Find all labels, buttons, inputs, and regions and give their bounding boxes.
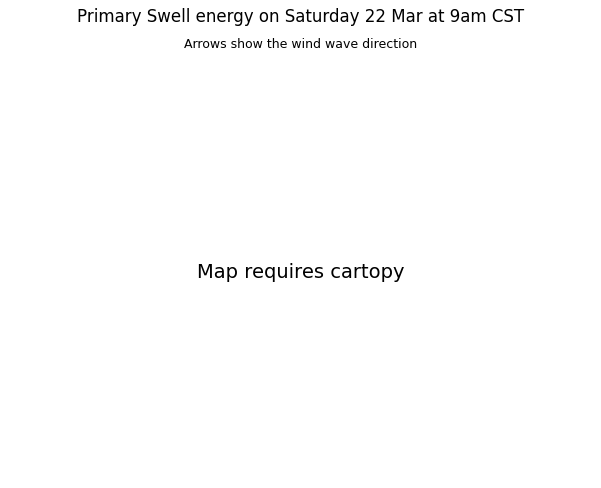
Text: Map requires cartopy: Map requires cartopy xyxy=(197,263,404,282)
Text: Arrows show the wind wave direction: Arrows show the wind wave direction xyxy=(184,39,417,51)
Text: Primary Swell energy on Saturday 22 Mar at 9am CST: Primary Swell energy on Saturday 22 Mar … xyxy=(77,8,524,26)
